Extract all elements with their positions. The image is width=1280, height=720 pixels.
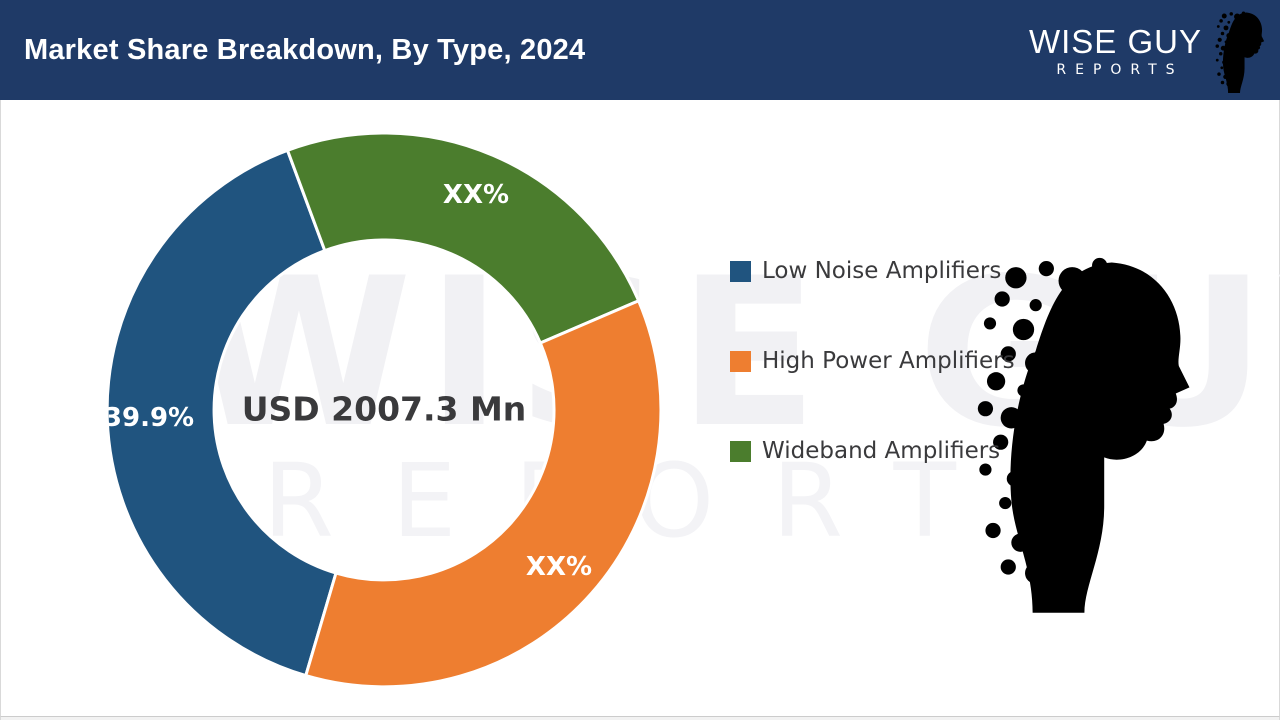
legend-item-high-power[interactable]: High Power Amplifiers	[730, 348, 1015, 374]
legend-swatch-green	[730, 440, 751, 462]
header-bar: Market Share Breakdown, By Type, 2024 WI…	[0, 0, 1280, 100]
brand-name: WISE GUY	[1028, 22, 1202, 60]
brand-logo-text: WISE GUY REPORTS	[1028, 22, 1202, 79]
slice-label-wideband: XX%	[442, 180, 510, 210]
legend-label: Low Noise Amplifiers	[762, 258, 1002, 284]
legend-item-wideband[interactable]: Wideband Amplifiers	[730, 438, 1015, 464]
slice-wideband-amplifiers[interactable]	[286, 131, 641, 345]
legend-swatch-blue	[730, 260, 751, 282]
page-title: Market Share Breakdown, By Type, 2024	[24, 33, 586, 66]
slice-high-power-amplifiers[interactable]	[304, 299, 663, 689]
legend-label: High Power Amplifiers	[762, 348, 1015, 374]
legend-swatch-orange	[730, 350, 751, 372]
donut-chart	[105, 131, 663, 689]
donut-center-value: USD 2007.3 Mn	[241, 389, 527, 429]
brand-face-icon	[1215, 11, 1265, 93]
chart-area: WISE GUY REPORTS 39.9% XX% XX% USD 2007.…	[0, 100, 1280, 716]
slice-low-noise-amplifiers[interactable]	[105, 148, 338, 678]
chart-legend: Low Noise Amplifiers High Power Amplifie…	[730, 258, 1015, 528]
brand-subtitle: REPORTS	[1056, 62, 1184, 79]
slice-label-high-power: XX%	[525, 552, 593, 582]
bottom-border	[0, 716, 1280, 720]
legend-item-low-noise[interactable]: Low Noise Amplifiers	[730, 258, 1015, 284]
legend-label: Wideband Amplifiers	[762, 438, 1001, 464]
brand-logo: WISE GUY REPORTS	[1029, 8, 1266, 94]
watermark-text-line2: REPORTS	[263, 442, 1137, 561]
slice-label-low-noise: 39.9%	[103, 403, 195, 433]
